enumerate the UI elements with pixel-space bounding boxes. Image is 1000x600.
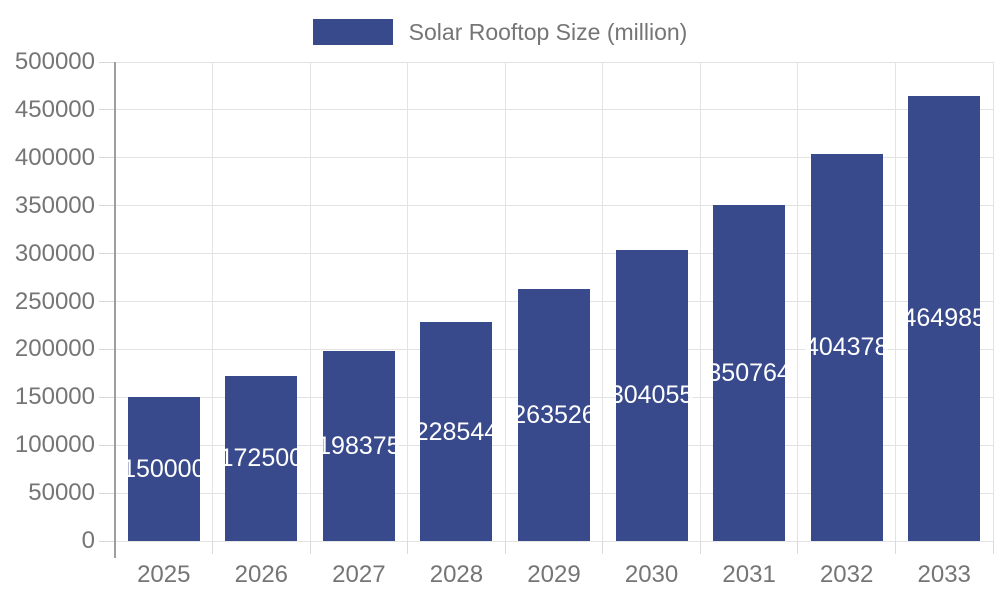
gridline-horizontal xyxy=(115,157,993,159)
y-axis-tick-label: 250000 xyxy=(14,287,95,315)
x-axis-tick-label: 2029 xyxy=(527,561,581,588)
bar-value-label: 150000 xyxy=(122,455,206,484)
x-axis-tick-label: 2033 xyxy=(917,561,971,588)
y-axis-tick-label: 300000 xyxy=(14,239,95,267)
x-axis-tick-label: 2030 xyxy=(624,561,679,588)
y-tick-mark xyxy=(99,396,115,398)
y-axis-tick-label: 350000 xyxy=(14,191,95,219)
y-axis-tick-label: 50000 xyxy=(28,479,95,507)
x-tick-mark xyxy=(602,541,604,554)
x-axis-tick-label: 2031 xyxy=(722,561,776,588)
bar xyxy=(127,397,200,541)
x-tick-mark xyxy=(992,541,994,554)
y-tick-mark xyxy=(99,157,115,159)
x-axis-tick-label: 2026 xyxy=(234,561,289,588)
gridline-vertical xyxy=(504,62,506,541)
y-tick-mark xyxy=(99,492,115,494)
bar-value-label: 228544 xyxy=(414,417,499,446)
plot-area: 150000 172500 198375 228544 263526 304055 3507… xyxy=(99,61,994,558)
x-tick-mark xyxy=(504,541,506,554)
y-tick-mark xyxy=(99,540,115,542)
x-tick-mark xyxy=(309,541,311,554)
bar xyxy=(810,153,883,541)
gridline-horizontal xyxy=(115,205,993,207)
legend-label: Solar Rooftop Size (million) xyxy=(408,19,688,45)
y-axis-tick-label: 450000 xyxy=(14,95,95,123)
y-tick-mark xyxy=(99,61,115,63)
bar-value-label: 198375 xyxy=(317,431,401,460)
x-tick-mark xyxy=(894,541,896,554)
gridline-vertical xyxy=(602,62,604,541)
x-tick-mark xyxy=(407,541,409,554)
y-axis-tick-label: 400000 xyxy=(14,143,95,171)
x-axis-tick-label: 2027 xyxy=(332,561,386,588)
bar-value-label: 350764 xyxy=(707,358,791,387)
gridline-vertical xyxy=(797,62,799,541)
y-tick-mark xyxy=(99,253,115,255)
gridline-horizontal xyxy=(115,540,993,542)
y-axis-line xyxy=(114,62,116,558)
gridline-vertical xyxy=(992,62,994,541)
x-axis-tick-label: 2028 xyxy=(429,561,484,588)
gridline-vertical xyxy=(407,62,409,541)
y-axis-tick-label: 0 xyxy=(81,527,95,554)
y-tick-mark xyxy=(99,109,115,111)
gridline-vertical xyxy=(212,62,214,541)
y-tick-mark xyxy=(99,444,115,446)
y-tick-mark xyxy=(99,205,115,207)
bar-value-label: 464985 xyxy=(902,304,986,333)
gridline-vertical xyxy=(699,62,701,541)
x-tick-mark xyxy=(797,541,799,554)
y-tick-mark xyxy=(99,301,115,302)
gridline-vertical xyxy=(309,62,311,541)
bar-value-label: 263526 xyxy=(512,400,596,429)
bar xyxy=(420,322,493,541)
gridline-horizontal xyxy=(115,253,993,255)
bar xyxy=(908,95,981,541)
bar-value-label: 304055 xyxy=(609,381,694,410)
gridline-horizontal xyxy=(115,109,993,111)
y-axis-tick-label: 200000 xyxy=(14,335,95,363)
legend: Solar Rooftop Size (million) xyxy=(0,19,1000,45)
gridline-horizontal xyxy=(115,61,993,63)
gridline-vertical xyxy=(894,62,896,541)
bar xyxy=(322,350,395,541)
y-axis-tick-label: 150000 xyxy=(14,383,95,411)
y-axis-tick-label: 500000 xyxy=(14,48,95,75)
bar-value-label: 172500 xyxy=(219,444,304,473)
bar xyxy=(615,249,688,541)
legend-swatch xyxy=(312,19,393,45)
x-tick-mark xyxy=(212,541,214,554)
bar-value-label: 404378 xyxy=(804,333,889,362)
bar xyxy=(518,288,590,541)
x-tick-mark xyxy=(699,541,701,554)
x-axis-tick-label: 2025 xyxy=(137,561,191,588)
bar xyxy=(225,375,298,541)
x-axis-tick-label: 2032 xyxy=(819,561,874,588)
y-axis-tick-label: 100000 xyxy=(14,431,95,459)
bar xyxy=(713,204,786,541)
y-tick-mark xyxy=(99,348,115,350)
